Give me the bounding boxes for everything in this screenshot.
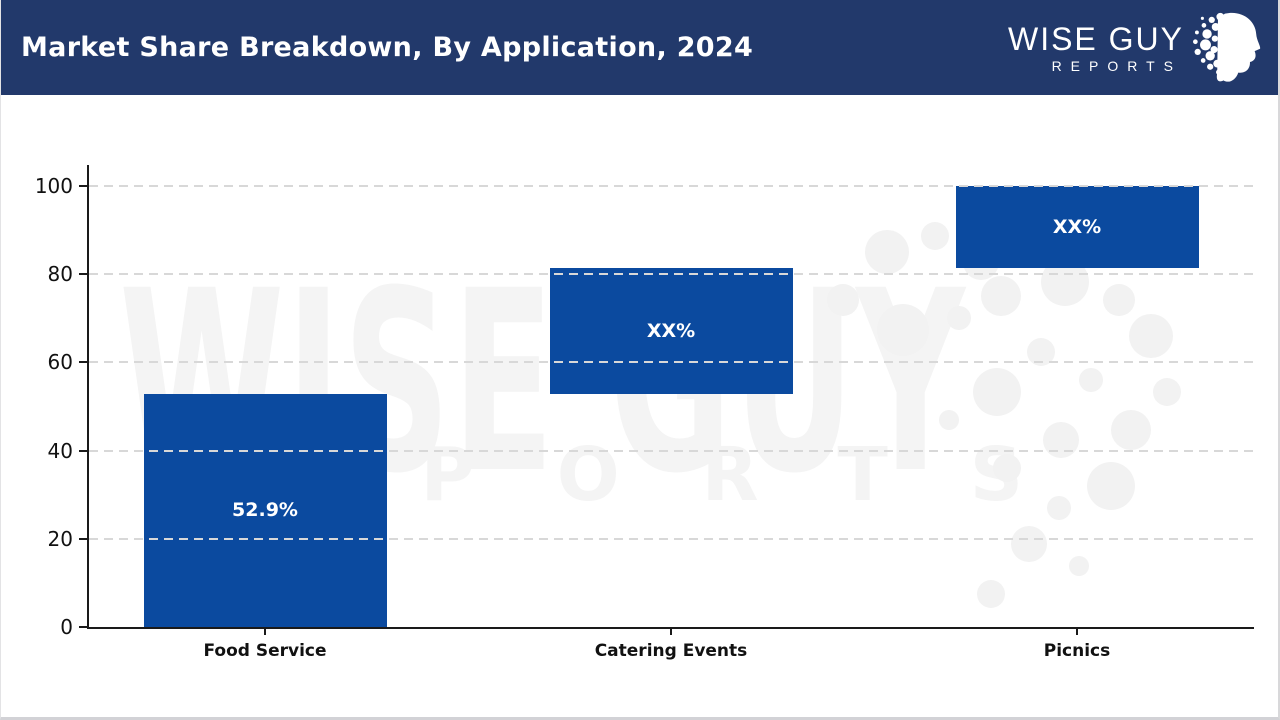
watermark-dot	[1011, 526, 1047, 562]
y-tick	[79, 449, 87, 452]
page-title: Market Share Breakdown, By Application, …	[21, 32, 754, 63]
y-tick-label: 100	[34, 174, 73, 198]
watermark-dot	[877, 304, 929, 356]
gridline	[89, 273, 1254, 276]
y-tick	[79, 626, 87, 628]
bar-food-service: 52.9%	[143, 393, 387, 627]
y-tick	[79, 361, 87, 364]
watermark-dot	[865, 230, 909, 274]
x-tick	[670, 627, 672, 635]
bar-value-label: XX%	[646, 319, 696, 342]
watermark-dot	[1103, 284, 1135, 316]
y-tick	[79, 185, 87, 187]
y-tick-label: 60	[47, 350, 73, 375]
gridline	[89, 185, 1254, 187]
watermark-dot	[1047, 496, 1071, 520]
x-tick	[264, 627, 266, 635]
bar-picnics: XX%	[955, 186, 1199, 268]
watermark-dot	[827, 284, 859, 316]
watermark-dot	[1079, 368, 1103, 392]
x-tick-label: Picnics	[1043, 641, 1111, 661]
brand-logo-text: WISE GUY REPORTS	[1008, 22, 1184, 74]
brand-subname: REPORTS	[1051, 57, 1182, 74]
watermark-dot	[977, 580, 1005, 608]
brand-name: WISE GUY	[1007, 20, 1184, 57]
x-tick	[1076, 627, 1078, 635]
x-tick-label: Food Service	[203, 641, 327, 661]
y-axis-line	[87, 165, 89, 629]
watermark-dot	[1027, 338, 1055, 366]
y-tick-label: 0	[60, 615, 73, 639]
gridline	[89, 537, 1254, 540]
y-tick	[79, 273, 87, 276]
header: Market Share Breakdown, By Application, …	[1, 0, 1278, 95]
watermark-dot	[1153, 378, 1181, 406]
bar-value-label: XX%	[1052, 215, 1102, 238]
watermark-dot	[1087, 462, 1135, 510]
y-tick	[79, 537, 87, 540]
gridline	[89, 449, 1254, 452]
watermark-dot	[947, 306, 971, 330]
watermark-dot	[981, 276, 1021, 316]
watermark-dot	[1111, 410, 1151, 450]
x-tick-label: Catering Events	[594, 641, 748, 661]
bar-catering-events: XX%	[549, 267, 793, 394]
watermark-dot	[1129, 314, 1173, 358]
y-tick-label: 80	[47, 262, 73, 287]
y-tick-label: 20	[47, 526, 73, 551]
bar-value-label: 52.9%	[232, 499, 298, 522]
y-tick-label: 40	[47, 438, 73, 463]
watermark-dot	[973, 368, 1021, 416]
watermark-dot	[921, 222, 949, 250]
gridline	[89, 361, 1254, 364]
brand-logo: WISE GUY REPORTS	[1008, 8, 1264, 88]
watermark-dot	[993, 454, 1021, 482]
watermark-dot	[1043, 422, 1079, 458]
dotted-head-icon	[1193, 12, 1261, 82]
watermark-dot	[1069, 556, 1089, 576]
watermark-dot	[939, 410, 959, 430]
